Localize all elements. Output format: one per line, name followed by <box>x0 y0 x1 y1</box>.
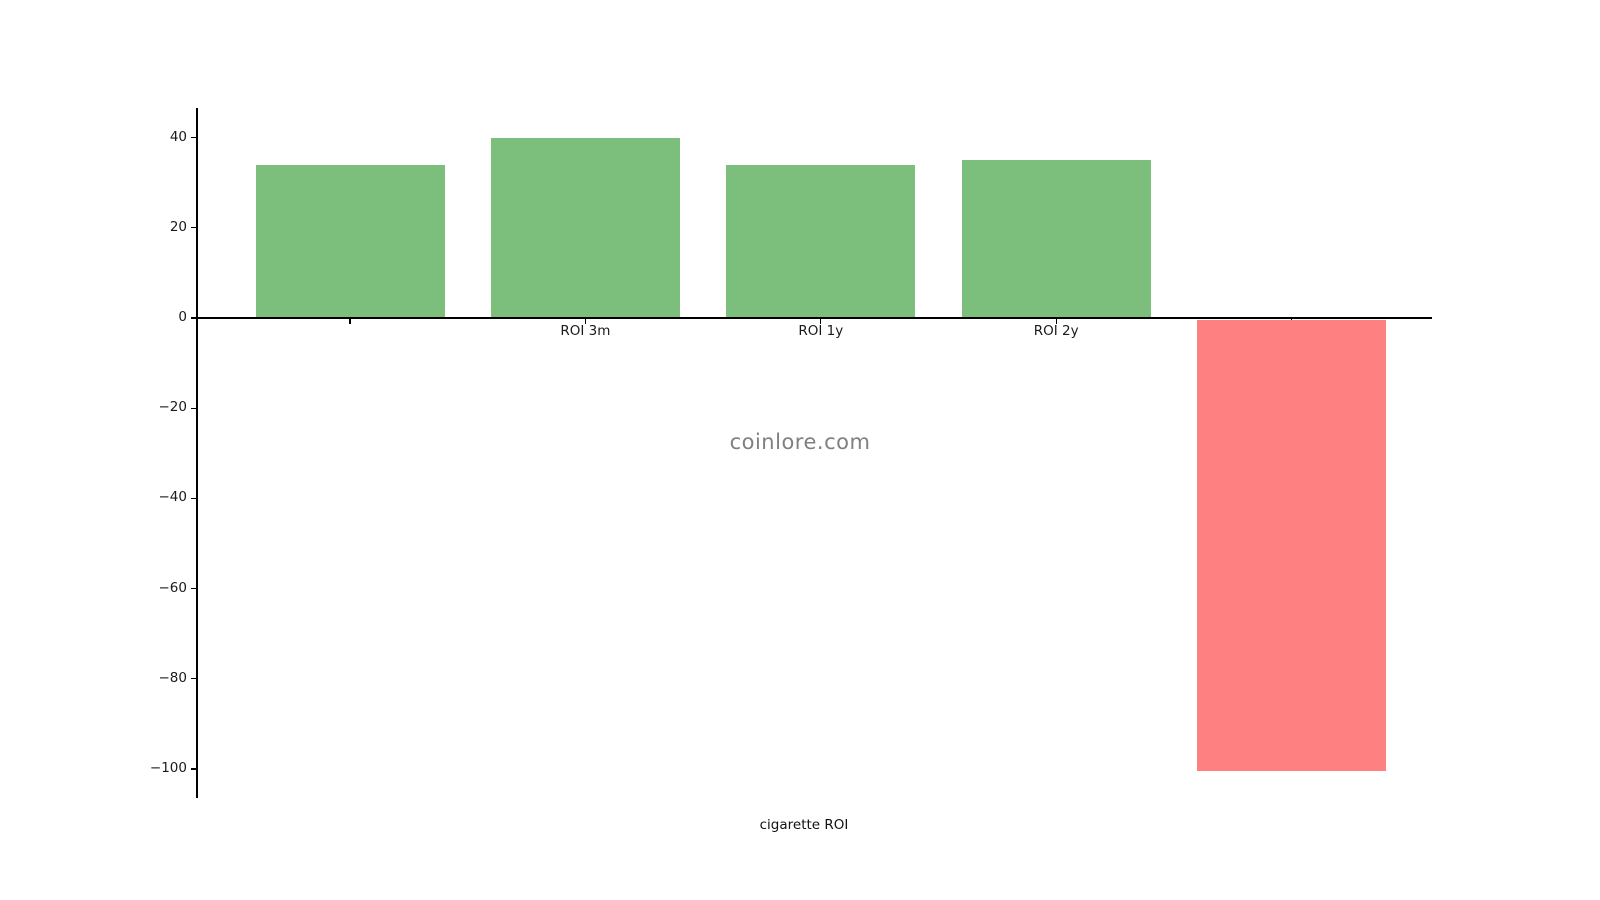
y-tick-label--80: −80 <box>158 669 188 686</box>
y-tick-mark--60 <box>191 587 197 590</box>
bar-roi-1y <box>726 164 916 318</box>
x-tick-label-roi-1y: ROI 1y <box>798 323 844 339</box>
y-tick-label--100: −100 <box>149 760 187 776</box>
bar-roi-3m <box>490 137 680 318</box>
bar-unlabeled-5 <box>1197 319 1387 771</box>
y-tick-mark--40 <box>191 497 197 500</box>
y-tick-label-20: 20 <box>169 218 187 235</box>
x-tick-mark-4 <box>1055 318 1057 324</box>
y-tick-mark-20 <box>191 227 197 229</box>
y-tick-label--40: −40 <box>158 489 188 506</box>
bar-roi-2y <box>961 160 1151 318</box>
y-tick-mark-40 <box>191 136 197 139</box>
x-tick-mark-3 <box>820 318 822 324</box>
x-tick-mark-1 <box>349 318 351 324</box>
x-axis-zero-line <box>196 317 1432 319</box>
y-tick-mark--80 <box>191 678 197 680</box>
y-tick-label--60: −60 <box>158 579 188 596</box>
y-tick-label-40: 40 <box>169 128 187 145</box>
watermark-text: coinlore.com <box>729 430 871 454</box>
y-axis-spine <box>196 108 198 798</box>
y-tick-mark-0 <box>191 317 197 319</box>
bar-unlabeled-1 <box>255 164 445 318</box>
x-tick-label-roi-2y: ROI 2y <box>1033 323 1079 339</box>
y-tick-label-0: 0 <box>178 309 187 325</box>
y-tick-mark--100 <box>191 768 197 770</box>
y-tick-mark--20 <box>191 407 197 409</box>
y-tick-label--20: −20 <box>158 399 188 416</box>
x-tick-mark-2 <box>584 318 587 324</box>
chart-title: cigarette ROI <box>759 817 849 833</box>
x-tick-label-roi-3m: ROI 3m <box>560 323 611 339</box>
